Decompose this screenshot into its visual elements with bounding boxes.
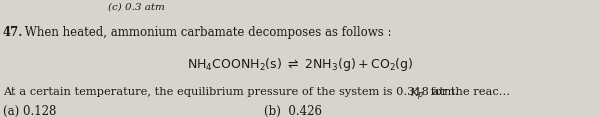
Text: 47.: 47. — [3, 26, 23, 39]
Text: At a certain temperature, the equilibrium pressure of the system is 0.318 atm.: At a certain temperature, the equilibriu… — [3, 87, 462, 97]
Text: for the reac…: for the reac… — [427, 87, 510, 97]
Text: When heated, ammonium carbamate decomposes as follows :: When heated, ammonium carbamate decompos… — [21, 26, 392, 39]
Text: $K_p$: $K_p$ — [410, 87, 424, 103]
Text: $\mathrm{NH_4COONH_2(s)}$ $\rightleftharpoons$ $\mathrm{2NH_3(g)+CO_2(g)}$: $\mathrm{NH_4COONH_2(s)}$ $\rightlefthar… — [187, 56, 413, 73]
Text: (a) 0.128: (a) 0.128 — [3, 105, 56, 117]
Text: (b)  0.426: (b) 0.426 — [264, 105, 322, 117]
Text: (c) 0.3 atm: (c) 0.3 atm — [108, 2, 165, 11]
